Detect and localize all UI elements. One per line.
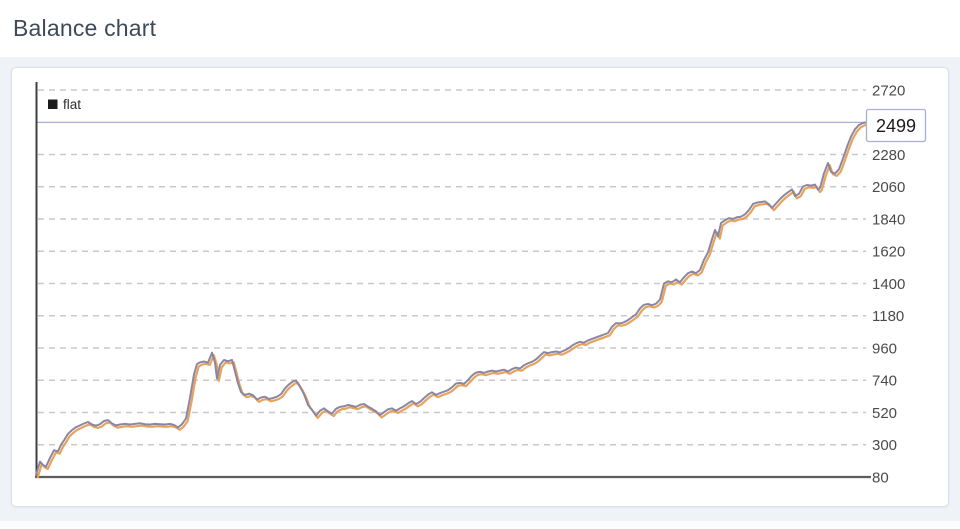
legend: flat (48, 97, 81, 112)
y-axis-tick-label: 1840 (872, 211, 905, 228)
page-bottom-strip (0, 521, 960, 529)
y-axis-tick-label: 740 (872, 373, 897, 390)
current-value-badge-box (865, 108, 927, 143)
y-axis-tick-label: 80 (872, 469, 889, 486)
y-axis-tick-label: 1620 (872, 244, 905, 261)
y-axis-tick-label: 2720 (872, 82, 905, 99)
chart-panel (11, 67, 949, 507)
current-value-badge: 2499 (865, 108, 927, 143)
legend-label: flat (63, 97, 81, 112)
series-flat-line (35, 121, 867, 476)
gridlines (38, 89, 866, 446)
series-flat-shadow-line (36, 123, 869, 479)
current-value-text: 2499 (876, 116, 916, 136)
page-title: Balance chart (13, 15, 157, 41)
y-axis-tick-label: 300 (872, 437, 897, 454)
y-axis-tick-label: 2060 (872, 179, 905, 196)
y-axis-tick-label: 2280 (872, 147, 905, 164)
y-axis-tick-label: 1400 (872, 276, 905, 293)
y-axis-tick-label: 520 (872, 405, 897, 422)
y-axis-tick-label: 1180 (872, 308, 904, 325)
y-axis-tick-label: 960 (872, 340, 897, 357)
legend-swatch-icon (48, 99, 58, 109)
y-axis-labels: 80 300 520 740 960 1180 1400 1620 1840 2060 2280 27… (872, 82, 905, 486)
